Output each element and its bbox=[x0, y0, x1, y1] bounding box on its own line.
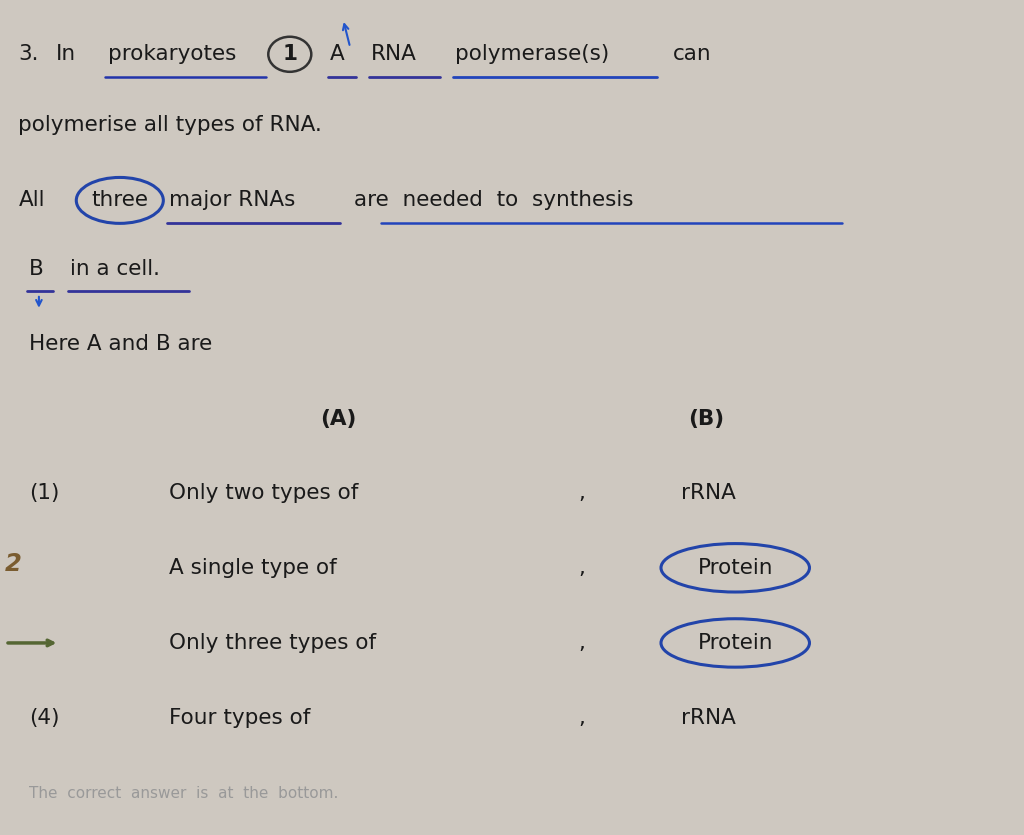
Text: prokaryotes: prokaryotes bbox=[108, 44, 236, 64]
Text: (4): (4) bbox=[29, 708, 59, 728]
Text: polymerise all types of RNA.: polymerise all types of RNA. bbox=[18, 115, 323, 135]
Text: ,: , bbox=[579, 483, 586, 503]
Text: A: A bbox=[330, 44, 344, 64]
Text: rRNA: rRNA bbox=[681, 708, 736, 728]
Text: (1): (1) bbox=[29, 483, 59, 503]
Text: in a cell.: in a cell. bbox=[70, 259, 160, 279]
Text: Four types of: Four types of bbox=[169, 708, 310, 728]
Text: major RNAs: major RNAs bbox=[169, 190, 295, 210]
Text: can: can bbox=[673, 44, 712, 64]
Text: polymerase(s): polymerase(s) bbox=[455, 44, 609, 64]
Text: In: In bbox=[56, 44, 77, 64]
Text: B: B bbox=[29, 259, 43, 279]
Text: 3.: 3. bbox=[18, 44, 39, 64]
Text: RNA: RNA bbox=[371, 44, 417, 64]
Text: are  needed  to  synthesis: are needed to synthesis bbox=[354, 190, 634, 210]
Text: 1: 1 bbox=[283, 44, 297, 64]
Text: Only two types of: Only two types of bbox=[169, 483, 358, 503]
Text: Protein: Protein bbox=[697, 558, 773, 578]
Text: ,: , bbox=[579, 633, 586, 653]
Text: Only three types of: Only three types of bbox=[169, 633, 376, 653]
Text: Protein: Protein bbox=[697, 633, 773, 653]
Text: three: three bbox=[91, 190, 148, 210]
Text: 2: 2 bbox=[5, 552, 22, 575]
Text: Here A and B are: Here A and B are bbox=[29, 334, 212, 354]
Text: ,: , bbox=[579, 558, 586, 578]
Text: The  correct  answer  is  at  the  bottom.: The correct answer is at the bottom. bbox=[29, 786, 338, 801]
Text: rRNA: rRNA bbox=[681, 483, 736, 503]
Text: (B): (B) bbox=[688, 409, 725, 429]
Text: ,: , bbox=[579, 708, 586, 728]
Text: All: All bbox=[18, 190, 45, 210]
Text: (A): (A) bbox=[319, 409, 356, 429]
Text: A single type of: A single type of bbox=[169, 558, 337, 578]
